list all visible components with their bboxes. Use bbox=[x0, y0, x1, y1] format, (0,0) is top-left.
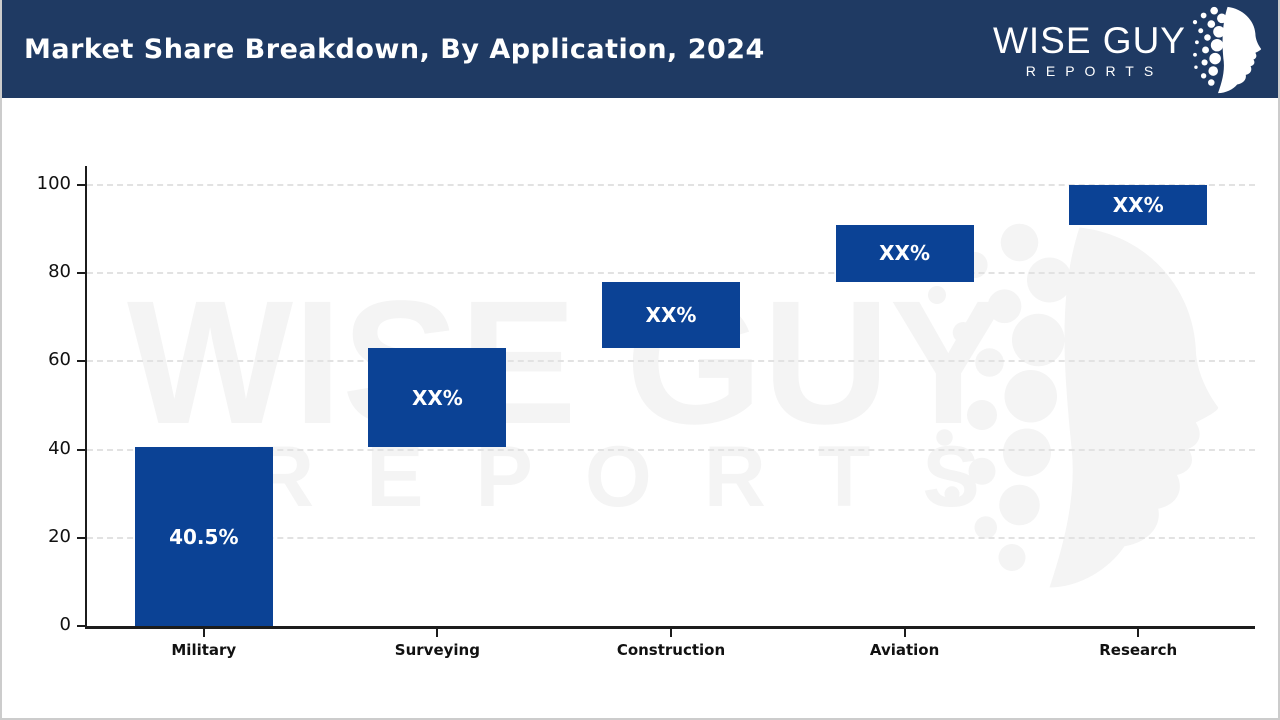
page-title: Market Share Breakdown, By Application, … bbox=[24, 33, 765, 65]
y-tick-label: 0 bbox=[59, 614, 71, 635]
bar-segment-military: 40.5% bbox=[134, 447, 273, 626]
brand-logo: WISE GUY REPORTS bbox=[993, 4, 1264, 94]
y-tick-label: 20 bbox=[48, 525, 71, 547]
x-axis-label-surveying: Surveying bbox=[394, 641, 480, 659]
y-tick-mark bbox=[77, 184, 85, 186]
brand-logo-text: WISE GUY REPORTS bbox=[993, 20, 1186, 79]
header-bar: Market Share Breakdown, By Application, … bbox=[2, 0, 1278, 98]
brand-subtitle: REPORTS bbox=[1025, 62, 1164, 79]
x-axis-label-aviation: Aviation bbox=[869, 641, 940, 659]
bar-segment-surveying: XX% bbox=[368, 348, 507, 448]
x-axis-label-construction: Construction bbox=[616, 641, 726, 659]
x-tick-mark bbox=[436, 629, 439, 637]
y-tick-label: 100 bbox=[36, 173, 71, 194]
x-axis-label-military: Military bbox=[171, 641, 237, 659]
x-tick-mark bbox=[1137, 629, 1140, 637]
bar-value-label: XX% bbox=[645, 303, 697, 328]
bar-segment-construction: XX% bbox=[602, 282, 740, 349]
y-tick-mark bbox=[77, 360, 85, 363]
y-tick-label: 60 bbox=[48, 349, 71, 371]
y-tick-mark bbox=[77, 448, 85, 451]
brand-face-icon bbox=[1192, 6, 1262, 94]
bar-value-label: XX% bbox=[1112, 192, 1164, 217]
y-gridline bbox=[87, 272, 1255, 275]
bar-segment-research: XX% bbox=[1069, 185, 1208, 225]
y-gridline bbox=[87, 536, 1255, 539]
y-tick-label: 40 bbox=[48, 437, 71, 459]
x-axis-line bbox=[85, 626, 1255, 629]
y-tick-label: 80 bbox=[48, 261, 71, 283]
bar-value-label: XX% bbox=[411, 385, 463, 410]
y-gridline bbox=[87, 184, 1255, 186]
y-gridline bbox=[87, 360, 1255, 363]
bar-segment-aviation: XX% bbox=[835, 224, 974, 283]
y-tick-mark bbox=[77, 625, 85, 627]
x-tick-mark bbox=[903, 629, 906, 637]
bar-value-label: 40.5% bbox=[169, 524, 239, 549]
y-tick-mark bbox=[77, 272, 85, 275]
brand-name: WISE GUY bbox=[992, 19, 1186, 61]
bar-value-label: XX% bbox=[879, 241, 931, 266]
x-tick-mark bbox=[202, 629, 205, 637]
y-tick-mark bbox=[77, 536, 85, 539]
y-axis-line bbox=[85, 166, 87, 629]
x-tick-mark bbox=[670, 629, 672, 637]
y-gridline bbox=[87, 448, 1255, 451]
x-axis-label-research: Research bbox=[1099, 641, 1178, 659]
